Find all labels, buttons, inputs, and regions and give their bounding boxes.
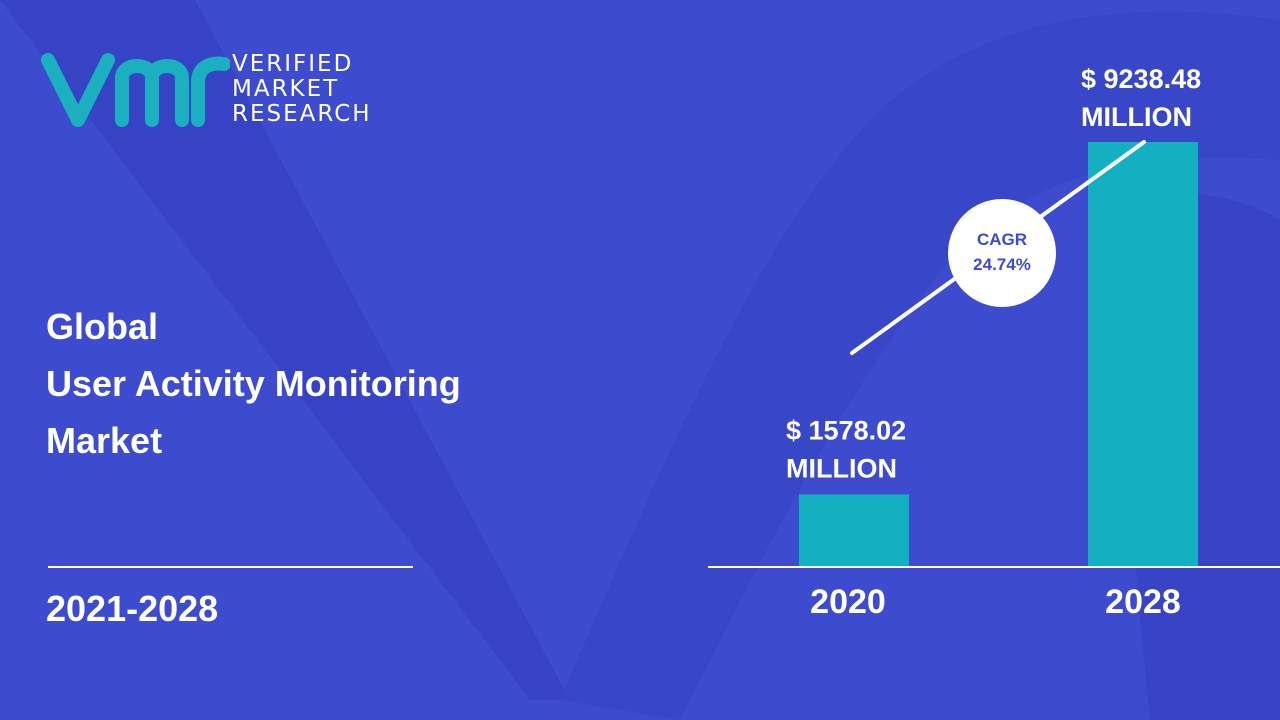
data-label-2028-0: $ 9238.48 xyxy=(1081,64,1201,94)
data-label-2020-0: $ 1578.02 xyxy=(786,415,906,445)
brand-line-3: RESEARCH xyxy=(232,101,372,127)
vmr-logo-icon xyxy=(41,53,230,127)
brand-wordmark: VERIFIED MARKET RESEARCH xyxy=(232,52,372,127)
background-v-left xyxy=(0,0,570,700)
title-line-3: Market xyxy=(46,420,163,461)
bar-2028 xyxy=(1088,142,1198,567)
brand-logo: VERIFIED MARKET RESEARCH xyxy=(40,48,400,138)
title-line-2: User Activity Monitoring xyxy=(46,363,461,404)
data-label-2028-1: MILLION xyxy=(1081,102,1192,132)
bar-2020 xyxy=(799,494,909,567)
brand-line-2: MARKET xyxy=(232,76,340,102)
cagr-value: 24.74% xyxy=(973,255,1031,274)
title-divider xyxy=(48,566,413,568)
report-title: Global User Activity Monitoring Market xyxy=(46,300,461,468)
brand-line-1: VERIFIED xyxy=(232,51,354,77)
title-line-1: Global xyxy=(46,306,159,347)
x-tick-label-2028: 2028 xyxy=(1105,583,1181,621)
x-tick-label-2020: 2020 xyxy=(810,583,886,621)
forecast-period: 2021-2028 xyxy=(46,588,219,629)
cagr-badge xyxy=(948,199,1056,307)
background-v-right xyxy=(560,11,1280,720)
data-label-2020-1: MILLION xyxy=(786,453,897,483)
cagr-label: CAGR xyxy=(977,230,1027,249)
